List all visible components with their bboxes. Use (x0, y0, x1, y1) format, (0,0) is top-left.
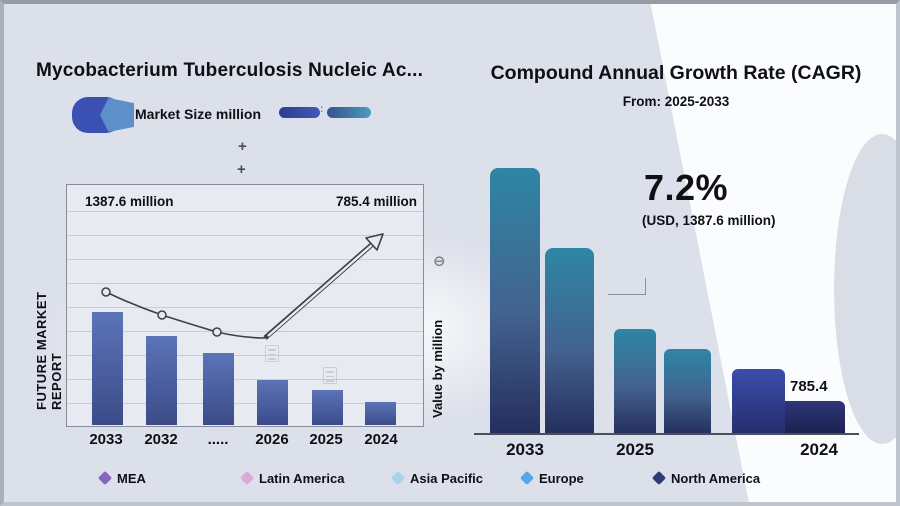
gridline (67, 403, 423, 404)
bar-2026 (257, 380, 288, 425)
bar-2032 (146, 336, 177, 425)
gridline (67, 331, 423, 332)
bar-ellipsis (203, 353, 234, 425)
legend-swatch-latin-america (239, 470, 255, 486)
legend-label-latin-america: Latin America (259, 471, 345, 486)
legend-label-mea: MEA (117, 471, 146, 486)
legend-swatch-europe (519, 470, 535, 486)
trend-line-and-arrow (101, 233, 384, 340)
x-label-2024: 2024 (364, 431, 398, 448)
market-size-chart-panel: 1387.6 million 785.4 million (66, 184, 424, 427)
gridline (67, 355, 423, 356)
legend-swatch-north-america (651, 470, 667, 486)
cagr-x-label-2024: 2024 (800, 440, 838, 459)
value-by-million-label: Value by million (430, 319, 445, 418)
left-side-label: FUTURE MARKET REPORT (34, 291, 64, 410)
x-label-2025: 2025 (309, 431, 343, 448)
cagr-axis-line (474, 433, 859, 435)
bar-2025 (312, 390, 343, 425)
step-line-decoration (608, 278, 646, 295)
cagr-bar-2033-a (490, 168, 540, 434)
cagr-bar-2025-a (614, 329, 656, 434)
ratio-separator: : (320, 104, 324, 115)
x-label-2033: 2033 (89, 431, 123, 448)
cagr-bar-2033-b (545, 248, 594, 434)
left-title: Mycobacterium Tuberculosis Nucleic Ac... (36, 60, 424, 81)
document-watermark-icon (265, 345, 279, 362)
legend-label-europe: Europe (539, 471, 584, 486)
gridline (67, 307, 423, 308)
right-title: Compound Annual Growth Rate (CAGR) (490, 62, 862, 84)
ratio-pill-dark-icon (279, 107, 320, 118)
plus-mark-icon: + (238, 138, 247, 155)
right-subtitle: From: 2025-2033 (622, 94, 730, 109)
gridline (67, 235, 423, 236)
bar-2033 (92, 312, 123, 425)
gridline (67, 379, 423, 380)
legend-label-asia-pacific: Asia Pacific (410, 471, 483, 486)
cagr-value: 7.2% (644, 167, 729, 208)
plus-mark-icon: + (237, 161, 246, 178)
x-label-2026: 2026 (255, 431, 289, 448)
gridline (67, 211, 423, 212)
cagr-x-label-2033: 2033 (506, 440, 544, 459)
end-value-label: 785.4 million (335, 194, 417, 209)
cagr-chart-area (474, 144, 859, 434)
start-value-label: 1387.6 million (85, 194, 174, 209)
legend-label-north-america: North America (671, 471, 761, 486)
bar-2024 (365, 402, 396, 425)
cagr-bar-2024-a (732, 369, 785, 434)
legend-swatch-mea (97, 470, 113, 486)
circled-minus-icon: ⊖ (433, 253, 446, 270)
legend-swatch-asia-pacific (390, 470, 406, 486)
cagr-detail: (USD, 1387.6 million) (642, 213, 776, 228)
cagr-x-label-2025: 2025 (616, 440, 654, 459)
document-watermark-icon (323, 367, 337, 384)
market-size-label: Market Size million (135, 106, 262, 122)
gridline (67, 259, 423, 260)
x-label-2032: 2032 (144, 431, 178, 448)
x-label-ellipsis: ..... (207, 431, 229, 448)
ratio-pill-teal-icon (327, 107, 371, 118)
end-value-785: 785.4 (790, 378, 828, 395)
gridline (67, 283, 423, 284)
cagr-bar-2025-b (664, 349, 711, 434)
cagr-bar-2024-b (785, 401, 845, 434)
